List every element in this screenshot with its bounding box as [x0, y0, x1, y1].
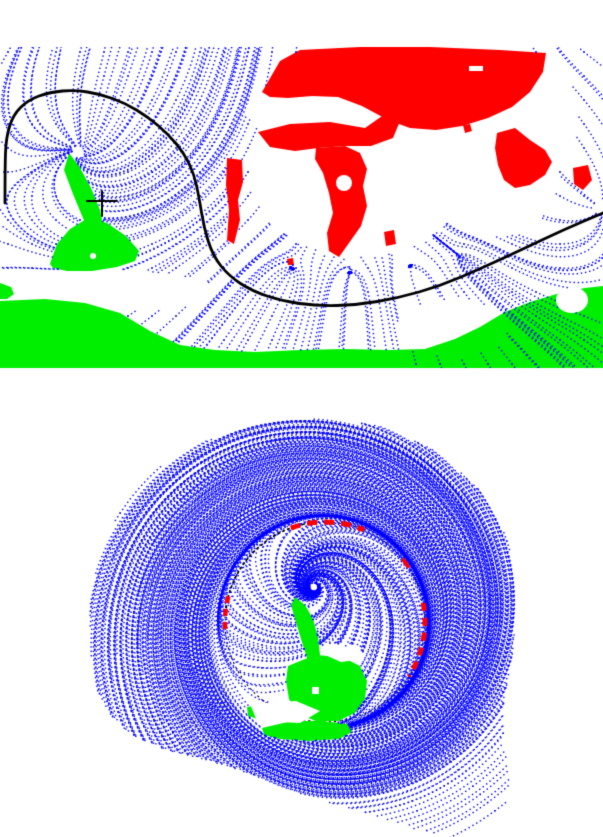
spherical-projection-panel	[0, 390, 603, 837]
equirectangular-field-map-panel	[0, 0, 603, 390]
